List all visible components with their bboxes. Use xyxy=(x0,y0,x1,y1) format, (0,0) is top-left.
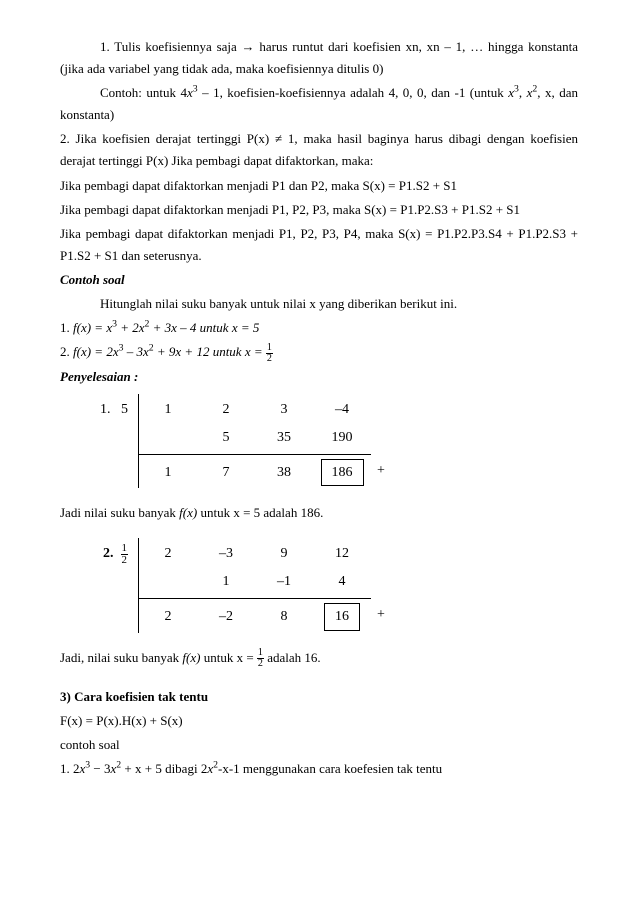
division-lead: 1. 5 xyxy=(86,394,138,422)
math: + 3x – 4 untuk x = 5 xyxy=(149,320,259,335)
equation: 1. 2x3 − 3x2 + x + 5 dibagi 2x2-x-1 meng… xyxy=(60,758,578,780)
section-heading: Penyelesaian : xyxy=(60,366,578,388)
cell xyxy=(139,568,197,598)
text: 2. xyxy=(103,546,114,561)
math: f(x) = x xyxy=(73,320,112,335)
cell: 190 xyxy=(313,424,371,454)
paragraph: Jika pembagi dapat difaktorkan menjadi P… xyxy=(60,223,578,267)
equation: 2. f(x) = 2x3 – 3x2 + 9x + 12 untuk x = … xyxy=(60,341,578,364)
text: – 1, koefisien-koefisiennya adalah 4, 0,… xyxy=(198,85,509,100)
cell xyxy=(139,424,197,454)
paragraph: Jadi nilai suku banyak f(x) untuk x = 5 … xyxy=(60,502,578,524)
synthetic-division-2: 2. 12 2 –3 9 12 1 –1 4 2 –2 xyxy=(86,538,578,632)
text: 1. xyxy=(100,402,111,417)
plus-sign: + xyxy=(371,603,385,633)
cell: 3 xyxy=(255,394,313,424)
cell: 35 xyxy=(255,424,313,454)
cell: –2 xyxy=(197,599,255,633)
table-row: 2 –3 9 12 xyxy=(139,538,371,568)
paragraph: 2. Jika koefisien derajat tertinggi P(x)… xyxy=(60,128,578,172)
paragraph: contoh soal xyxy=(60,734,578,756)
text: Jadi nilai suku banyak xyxy=(60,505,179,520)
cell: 16 xyxy=(313,599,371,633)
divisor-value: 5 xyxy=(121,402,128,417)
result-box: 16 xyxy=(324,603,360,631)
cell: 4 xyxy=(313,568,371,598)
exponent: 3 xyxy=(514,84,519,95)
table-row: 5 35 190 xyxy=(139,424,371,454)
paragraph: Contoh: untuk 4x3 – 1, koefisien-koefisi… xyxy=(60,82,578,126)
text: − 3 xyxy=(90,761,110,776)
table-row: 1 –1 4 xyxy=(139,568,371,598)
division-block: 1 2 3 –4 5 35 190 1 7 38 186 xyxy=(138,394,371,488)
equation: 1. f(x) = x3 + 2x2 + 3x – 4 untuk x = 5 xyxy=(60,317,578,339)
text: 1. 2 xyxy=(60,761,80,776)
math: – 3x xyxy=(123,344,148,359)
cell: 7 xyxy=(197,454,255,488)
fraction: 12 xyxy=(266,343,273,364)
math: + 2x xyxy=(117,320,145,335)
table-row: 1 2 3 –4 xyxy=(139,394,371,424)
section-heading: 3) Cara koefisien tak tentu xyxy=(60,686,578,708)
paragraph: Jika pembagi dapat difaktorkan menjadi P… xyxy=(60,175,578,197)
section-heading: Contoh soal xyxy=(60,269,578,291)
math: f(x) xyxy=(179,505,197,520)
division-table: 2 –3 9 12 1 –1 4 2 –2 8 16 xyxy=(139,538,371,632)
plus-sign: + xyxy=(371,459,385,489)
cell: –4 xyxy=(313,394,371,424)
cell: 5 xyxy=(197,424,255,454)
cell: 38 xyxy=(255,454,313,488)
text: -x-1 menggunakan cara koefesien tak tent… xyxy=(218,761,442,776)
fraction: 12 xyxy=(257,648,264,669)
cell: 1 xyxy=(139,394,197,424)
equation: F(x) = P(x).H(x) + S(x) xyxy=(60,710,578,732)
division-lead: 2. 12 xyxy=(86,538,138,566)
text: adalah 16. xyxy=(264,650,321,665)
divisor-fraction: 12 xyxy=(121,543,128,566)
result-box: 186 xyxy=(321,459,364,487)
cell: 2 xyxy=(197,394,255,424)
paragraph: Jika pembagi dapat difaktorkan menjadi P… xyxy=(60,199,578,221)
cell: 12 xyxy=(313,538,371,568)
cell: 2 xyxy=(139,538,197,568)
document-page: 1. Tulis koefisiennya saja → harus runtu… xyxy=(0,0,638,903)
paragraph: 1. Tulis koefisiennya saja → harus runtu… xyxy=(60,36,578,80)
cell: –3 xyxy=(197,538,255,568)
cell: 9 xyxy=(255,538,313,568)
cell: 8 xyxy=(255,599,313,633)
text: 1. xyxy=(60,320,73,335)
paragraph: Jadi, nilai suku banyak f(x) untuk x = 1… xyxy=(60,647,578,670)
cell: 1 xyxy=(197,568,255,598)
text: untuk x = 5 adalah 186. xyxy=(197,505,323,520)
cell: –1 xyxy=(255,568,313,598)
text: untuk x = xyxy=(200,650,256,665)
division-table: 1 2 3 –4 5 35 190 1 7 38 186 xyxy=(139,394,371,488)
math: + 9x + 12 untuk x = xyxy=(154,344,266,359)
cell: 186 xyxy=(313,454,371,488)
math: f(x) xyxy=(182,650,200,665)
text: Contoh: untuk 4 xyxy=(100,85,187,100)
division-block: 2 –3 9 12 1 –1 4 2 –2 8 16 xyxy=(138,538,371,632)
table-row: 2 –2 8 16 xyxy=(139,599,371,633)
paragraph: Hitunglah nilai suku banyak untuk nilai … xyxy=(60,293,578,315)
text: 2. xyxy=(60,344,73,359)
text: Jadi, nilai suku banyak xyxy=(60,650,182,665)
cell: 1 xyxy=(139,454,197,488)
math: f(x) = 2x xyxy=(73,344,119,359)
synthetic-division-1: 1. 5 1 2 3 –4 5 35 190 1 7 xyxy=(86,394,578,488)
cell: 2 xyxy=(139,599,197,633)
table-row: 1 7 38 186 xyxy=(139,454,371,488)
text: + x + 5 dibagi 2 xyxy=(121,761,207,776)
